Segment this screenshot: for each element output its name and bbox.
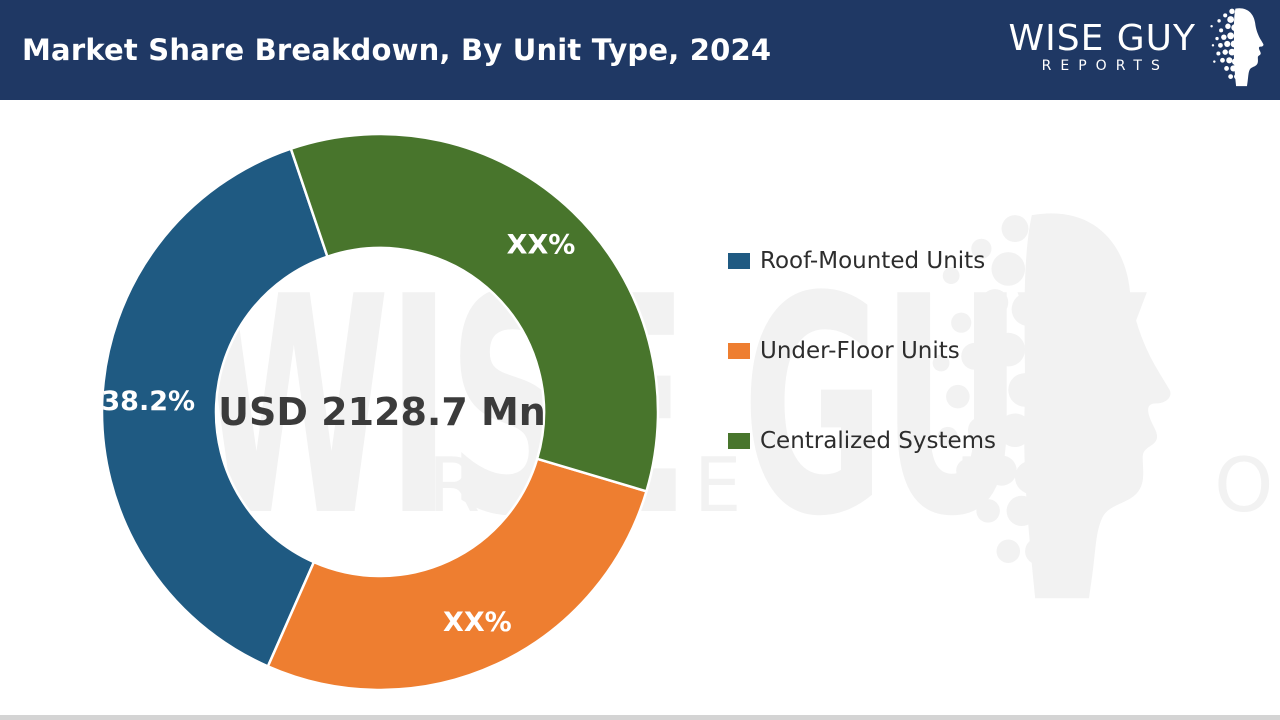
- watermark-face-icon: [845, 195, 1185, 605]
- legend-item-1: Roof-Mounted Units: [728, 245, 996, 277]
- footer-bar: [0, 715, 1280, 720]
- page-title: Market Share Breakdown, By Unit Type, 20…: [22, 33, 772, 67]
- donut-segment-1: [100, 147, 329, 668]
- donut-center-value: USD 2128.7 Mn: [218, 390, 546, 434]
- segment-value-label-1: 38.2%: [101, 386, 195, 417]
- brand-subname: REPORTS: [1041, 57, 1169, 74]
- legend-swatch-1: [728, 253, 750, 269]
- donut-segment-3: [289, 132, 660, 493]
- segment-value-label-2: XX%: [443, 607, 512, 638]
- chart-legend: Roof-Mounted Units Under-Floor Units Centr…: [728, 245, 996, 515]
- dotted-face-logo-icon: [1198, 4, 1266, 88]
- brand-name: WISE GUY: [1008, 18, 1196, 60]
- legend-label-1: Roof-Mounted Units: [760, 248, 986, 274]
- legend-label-2: Under-Floor Units: [760, 338, 960, 364]
- legend-swatch-2: [728, 343, 750, 359]
- legend-item-3: Centralized Systems: [728, 425, 996, 457]
- brand-logo: WISE GUY REPORTS: [1009, 4, 1267, 88]
- legend-item-2: Under-Floor Units: [728, 335, 996, 367]
- brand-logo-text: WISE GUY REPORTS: [1009, 19, 1197, 73]
- legend-swatch-3: [728, 433, 750, 449]
- donut-segment-2: [266, 457, 648, 692]
- header-bar: Market Share Breakdown, By Unit Type, 20…: [0, 0, 1280, 100]
- segment-value-label-3: XX%: [507, 229, 576, 260]
- legend-label-3: Centralized Systems: [760, 428, 997, 454]
